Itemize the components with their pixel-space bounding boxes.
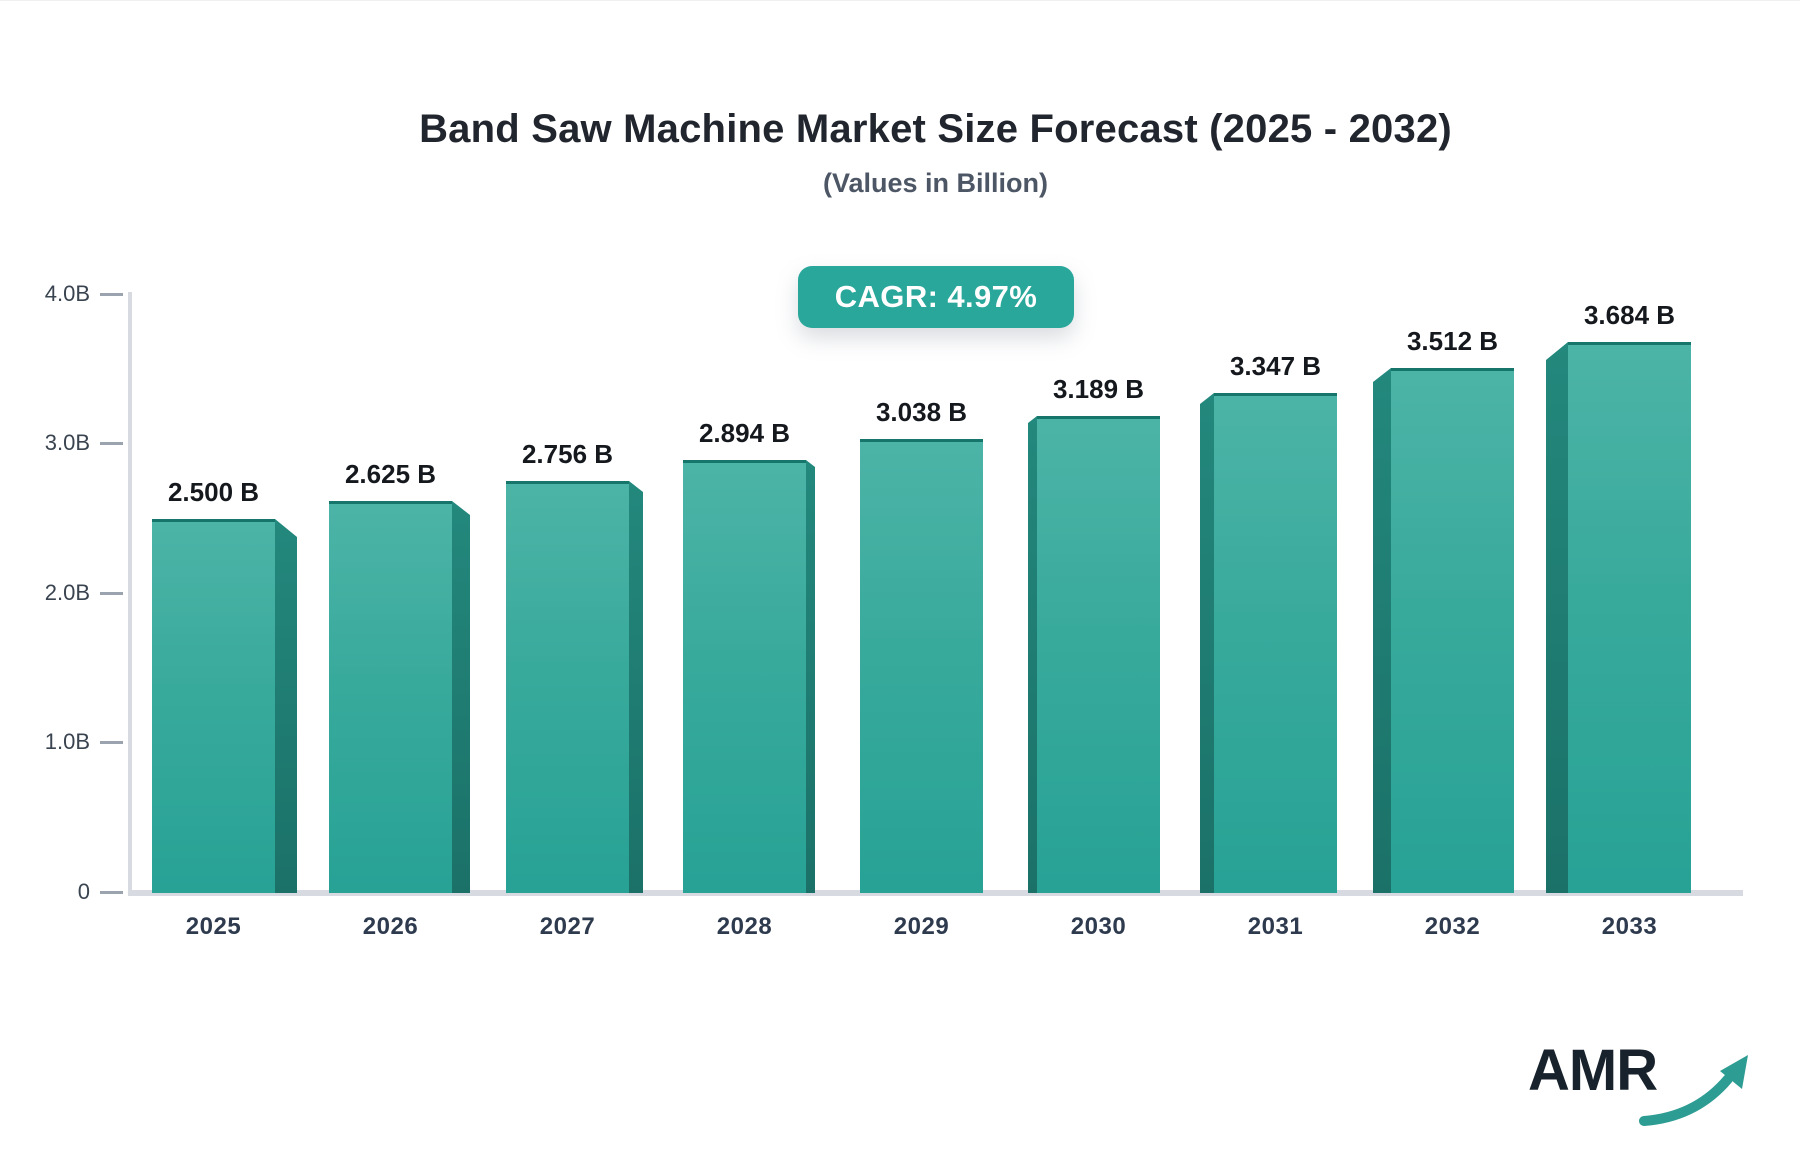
bar-side-face [1546, 342, 1568, 893]
y-axis-line [128, 292, 132, 896]
y-axis-tick-label: 2.0B [44, 580, 90, 605]
bar-2031 [1214, 393, 1337, 893]
bar-side-face [629, 481, 643, 893]
bar-2029 [860, 439, 983, 893]
chart-header: Band Saw Machine Market Size Forecast (2… [128, 105, 1743, 199]
bar-side-face [806, 460, 815, 893]
x-axis-label-2033: 2033 [1601, 913, 1658, 940]
bar-value-label: 3.684 B [1583, 300, 1676, 330]
x-axis-label-2029: 2029 [893, 913, 950, 940]
x-axis-label-2028: 2028 [716, 913, 773, 940]
x-axis-label-2031: 2031 [1247, 913, 1304, 940]
amr-logo-text: AMR [1528, 1038, 1658, 1103]
y-axis-tick-label: 3.0B [44, 430, 90, 455]
y-axis-tick-label: 4.0B [44, 281, 90, 306]
y-axis-tick-label: 0 [77, 879, 90, 904]
bar-2030 [1037, 416, 1160, 893]
y-tick-mark [100, 592, 123, 595]
x-axis-label-2025: 2025 [185, 913, 242, 940]
trending-arrow-icon [1639, 1055, 1748, 1126]
bar-side-face [1373, 368, 1391, 893]
x-axis-label-2026: 2026 [362, 913, 419, 940]
x-axis-label-2032: 2032 [1424, 913, 1481, 940]
bar-side-face [1028, 416, 1037, 893]
y-tick-mark [100, 741, 123, 744]
bar-side-face [452, 501, 470, 893]
bar-value-label: 2.500 B [167, 477, 260, 507]
x-axis-baseline [128, 890, 1743, 896]
bar-2033 [1568, 342, 1691, 893]
bar-value-label: 2.756 B [521, 439, 614, 469]
bar-side-face [1200, 393, 1214, 893]
y-tick-mark [100, 442, 123, 445]
y-axis-tick-label: 1.0B [44, 729, 90, 754]
amr-logo: AMR [1528, 1041, 1758, 1131]
page-subtitle: (Values in Billion) [822, 168, 1049, 198]
bar-value-label: 3.347 B [1229, 351, 1322, 381]
bar-2032 [1391, 368, 1514, 893]
bar-value-label: 3.512 B [1406, 326, 1499, 356]
bar-2026 [329, 501, 452, 893]
bar-2028 [683, 460, 806, 893]
bar-value-label: 3.189 B [1052, 374, 1145, 404]
x-axis-label-2027: 2027 [539, 913, 596, 940]
y-tick-mark [100, 891, 123, 894]
bar-value-label: 2.894 B [698, 418, 791, 448]
x-axis-label-2030: 2030 [1070, 913, 1127, 940]
bar-side-face [275, 519, 297, 893]
y-tick-mark [100, 293, 123, 296]
bar-2025 [152, 519, 275, 893]
bar-2027 [506, 481, 629, 893]
bar-value-label: 2.625 B [344, 459, 437, 489]
cagr-badge: CAGR: 4.97% [798, 266, 1074, 328]
bar-value-label: 3.038 B [875, 397, 968, 427]
page-title: Band Saw Machine Market Size Forecast (2… [419, 107, 1452, 151]
